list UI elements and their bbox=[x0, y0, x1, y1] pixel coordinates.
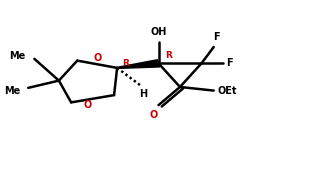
Text: OH: OH bbox=[150, 27, 167, 37]
Text: F: F bbox=[226, 58, 233, 68]
Text: R: R bbox=[122, 59, 129, 68]
Text: O: O bbox=[149, 110, 157, 120]
Text: O: O bbox=[93, 53, 101, 63]
Text: R: R bbox=[165, 51, 172, 60]
Text: O: O bbox=[84, 100, 92, 110]
Text: Me: Me bbox=[9, 51, 25, 61]
Text: F: F bbox=[213, 31, 220, 42]
Text: OEt: OEt bbox=[218, 86, 237, 96]
Polygon shape bbox=[117, 60, 160, 68]
Text: Me: Me bbox=[4, 87, 21, 96]
Text: H: H bbox=[139, 89, 147, 99]
